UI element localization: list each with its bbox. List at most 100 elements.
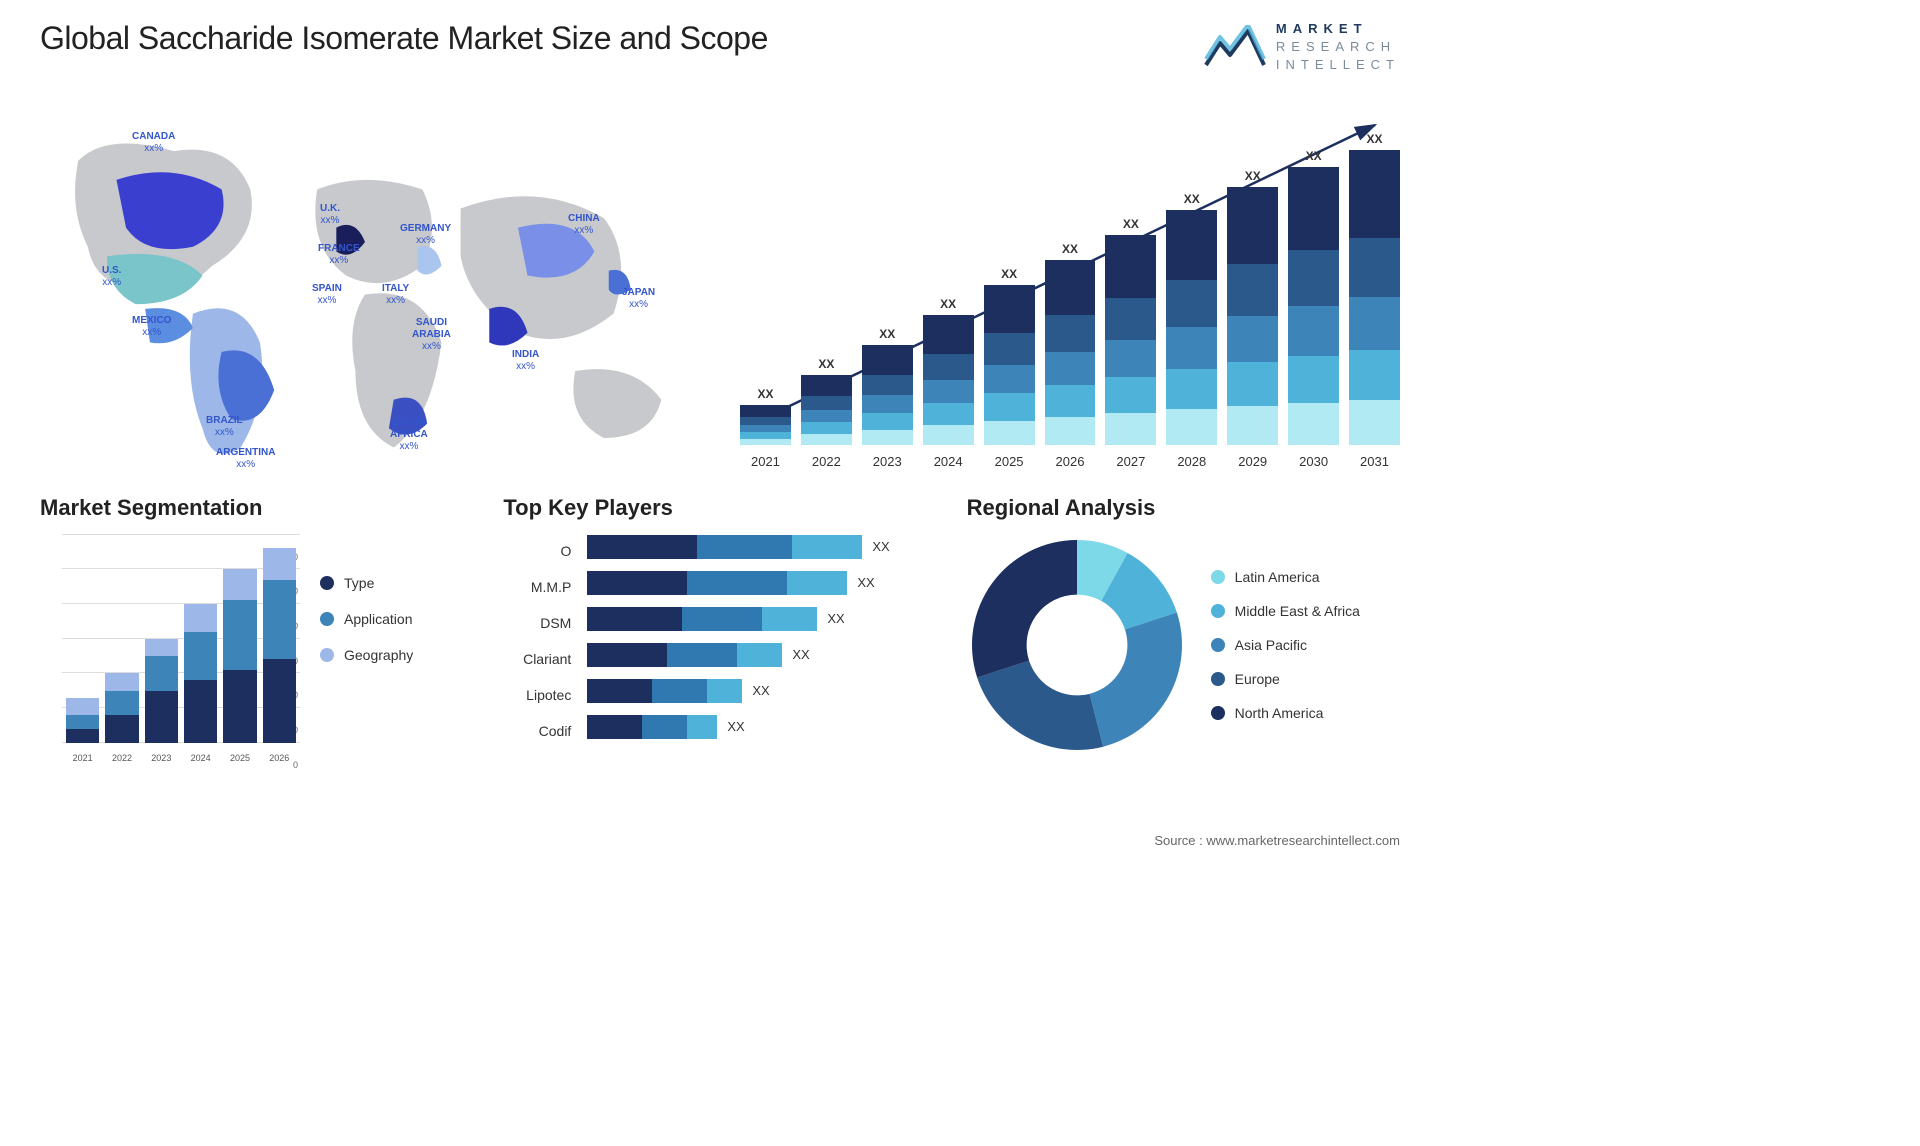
seg-bar (263, 548, 296, 742)
growth-year-label: 2030 (1288, 454, 1339, 469)
player-name: Lipotec (503, 683, 571, 707)
growth-year-label: 2025 (984, 454, 1035, 469)
legend-label: Type (344, 575, 374, 591)
segmentation-title: Market Segmentation (40, 495, 473, 521)
seg-year-label: 2023 (145, 753, 178, 763)
legend-label: North America (1235, 705, 1324, 721)
legend-dot (1211, 638, 1225, 652)
logo-line2: RESEARCH (1276, 39, 1396, 54)
growth-year-label: 2031 (1349, 454, 1400, 469)
brand-logo: MARKET RESEARCH INTELLECT (1204, 20, 1400, 75)
players-panel: Top Key Players OM.M.PDSMClariantLipotec… (503, 495, 936, 765)
player-name: Clariant (503, 647, 571, 671)
growth-year-label: 2028 (1166, 454, 1217, 469)
map-label: ITALYxx% (382, 283, 409, 307)
player-bar: XX (587, 607, 936, 631)
legend-dot (1211, 604, 1225, 618)
legend-item: Middle East & Africa (1211, 603, 1360, 619)
seg-bar (105, 673, 138, 742)
seg-bar (184, 604, 217, 743)
growth-bar: XX (923, 297, 974, 445)
player-value: XX (872, 539, 889, 554)
legend-label: Geography (344, 647, 413, 663)
source-text: Source : www.marketresearchintellect.com (1154, 833, 1400, 848)
seg-bar (145, 639, 178, 743)
growth-bar: XX (1227, 169, 1278, 445)
map-label: JAPANxx% (622, 287, 655, 311)
seg-year-label: 2025 (223, 753, 256, 763)
growth-bar: XX (1105, 217, 1156, 445)
legend-label: Latin America (1235, 569, 1320, 585)
segmentation-chart: 0102030405060202120222023202420252026 (40, 535, 300, 765)
growth-value-label: XX (1001, 267, 1017, 281)
seg-year-label: 2021 (66, 753, 99, 763)
legend-dot (320, 576, 334, 590)
seg-bar (223, 569, 256, 742)
map-label: U.S.xx% (102, 265, 121, 289)
map-label: ARGENTINAxx% (216, 447, 275, 471)
legend-dot (1211, 706, 1225, 720)
player-bar: XX (587, 715, 936, 739)
seg-year-label: 2026 (263, 753, 296, 763)
legend-label: Europe (1235, 671, 1280, 687)
growth-year-label: 2023 (862, 454, 913, 469)
growth-value-label: XX (1367, 132, 1383, 146)
growth-value-label: XX (1306, 149, 1322, 163)
legend-item: Type (320, 575, 413, 591)
legend-item: North America (1211, 705, 1360, 721)
growth-bar: XX (1349, 132, 1400, 445)
map-label: MEXICOxx% (132, 315, 171, 339)
growth-bar: XX (1288, 149, 1339, 445)
growth-value-label: XX (1062, 242, 1078, 256)
player-value: XX (792, 647, 809, 662)
logo-icon (1204, 25, 1266, 69)
map-label: GERMANYxx% (400, 223, 451, 247)
logo-line1: MARKET (1276, 21, 1368, 36)
legend-dot (320, 612, 334, 626)
page-title: Global Saccharide Isomerate Market Size … (40, 20, 768, 57)
player-bars: XX XX XX XX XX XX (587, 535, 936, 743)
growth-value-label: XX (818, 357, 834, 371)
map-label: SAUDIARABIAxx% (412, 317, 451, 353)
player-name: O (503, 539, 571, 563)
player-value: XX (727, 719, 744, 734)
player-bar: XX (587, 679, 936, 703)
regional-title: Regional Analysis (967, 495, 1400, 521)
legend-label: Application (344, 611, 413, 627)
growth-year-label: 2029 (1227, 454, 1278, 469)
logo-line3: INTELLECT (1276, 57, 1400, 72)
map-label: SOUTHAFRICAxx% (390, 417, 428, 453)
growth-year-label: 2022 (801, 454, 852, 469)
legend-dot (1211, 570, 1225, 584)
player-bar: XX (587, 535, 936, 559)
growth-bar: XX (1045, 242, 1096, 445)
legend-item: Application (320, 611, 413, 627)
seg-year-label: 2024 (184, 753, 217, 763)
growth-value-label: XX (757, 387, 773, 401)
regional-legend: Latin America Middle East & Africa Asia Pa… (1211, 569, 1360, 721)
map-label: BRAZILxx% (206, 415, 243, 439)
world-map: CANADAxx% U.S.xx% MEXICOxx% BRAZILxx% ARGENT… (40, 95, 690, 475)
legend-dot (1211, 672, 1225, 686)
player-bar: XX (587, 571, 936, 595)
map-label: CHINAxx% (568, 213, 600, 237)
map-label: U.K.xx% (320, 203, 340, 227)
growth-year-label: 2027 (1105, 454, 1156, 469)
growth-value-label: XX (1245, 169, 1261, 183)
growth-chart: XXXXXXXXXXXXXXXXXXXXXX 20212022202320242… (720, 95, 1400, 475)
map-label: SPAINxx% (312, 283, 342, 307)
player-names: OM.M.PDSMClariantLipotecCodif (503, 535, 571, 743)
legend-label: Middle East & Africa (1235, 603, 1360, 619)
legend-item: Geography (320, 647, 413, 663)
growth-value-label: XX (1184, 192, 1200, 206)
growth-year-label: 2026 (1045, 454, 1096, 469)
legend-item: Asia Pacific (1211, 637, 1360, 653)
growth-year-label: 2021 (740, 454, 791, 469)
growth-value-label: XX (1123, 217, 1139, 231)
legend-item: Europe (1211, 671, 1360, 687)
map-label: FRANCExx% (318, 243, 360, 267)
player-value: XX (752, 683, 769, 698)
growth-bar: XX (740, 387, 791, 445)
growth-value-label: XX (879, 327, 895, 341)
map-label: CANADAxx% (132, 131, 175, 155)
